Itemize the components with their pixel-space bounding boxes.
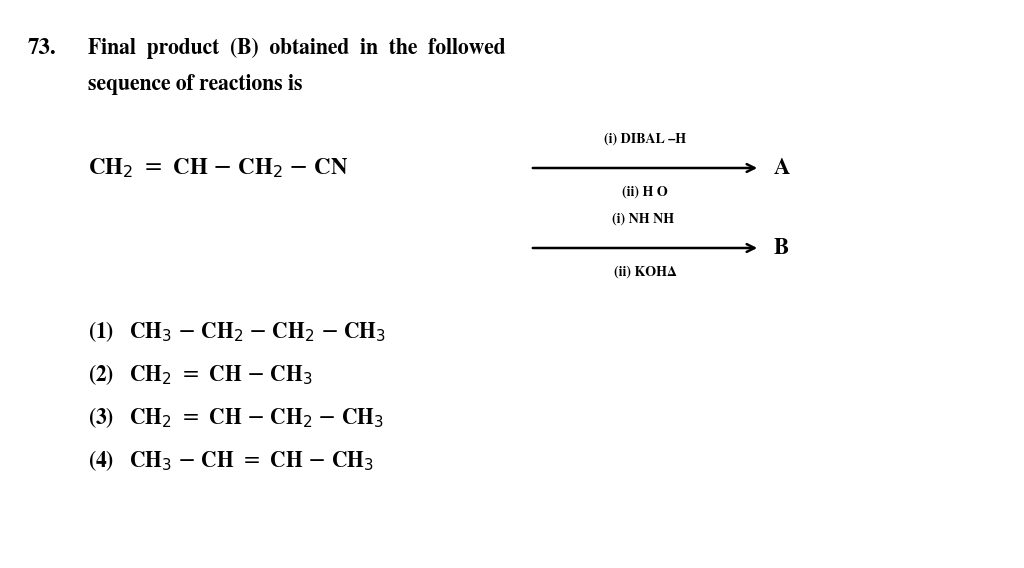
Text: (ii) KOHΔ: (ii) KOHΔ (613, 266, 677, 279)
Text: B: B (774, 237, 790, 258)
Text: (ii) H₂O: (ii) H₂O (623, 186, 668, 199)
Text: Final  product  (B)  obtained  in  the  followed: Final product (B) obtained in the follow… (88, 38, 506, 59)
Text: (1)   CH$_3$ $-$ CH$_2$ $-$ CH$_2$ $-$ CH$_3$: (1) CH$_3$ $-$ CH$_2$ $-$ CH$_2$ $-$ CH$… (88, 320, 386, 344)
Text: (4)   CH$_3$ $-$ CH $=$ CH $-$ CH$_3$: (4) CH$_3$ $-$ CH $=$ CH $-$ CH$_3$ (88, 449, 374, 473)
Text: (2)   CH$_2$ $=$ CH $-$ CH$_3$: (2) CH$_2$ $=$ CH $-$ CH$_3$ (88, 362, 312, 387)
Text: A: A (774, 157, 791, 178)
Text: (i) NH₂NH₂: (i) NH₂NH₂ (612, 213, 678, 226)
Text: sequence of reactions is: sequence of reactions is (88, 74, 302, 95)
Text: (3)   CH$_2$ $=$ CH $-$ CH$_2$ $-$ CH$_3$: (3) CH$_2$ $=$ CH $-$ CH$_2$ $-$ CH$_3$ (88, 406, 384, 431)
Text: CH$_2$ $=$ CH $-$ CH$_2$ $-$ CN: CH$_2$ $=$ CH $-$ CH$_2$ $-$ CN (88, 156, 348, 180)
Text: (i) DIBAL –H: (i) DIBAL –H (604, 133, 686, 146)
Text: 73.: 73. (28, 38, 56, 59)
